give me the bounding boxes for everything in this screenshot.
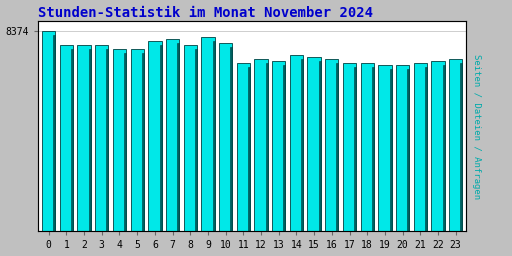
- Text: Stunden-Statistik im Monat November 2024: Stunden-Statistik im Monat November 2024: [38, 6, 373, 19]
- Bar: [166, 39, 179, 231]
- Bar: [248, 67, 250, 231]
- Bar: [89, 49, 91, 231]
- Bar: [325, 59, 338, 231]
- Bar: [230, 47, 232, 231]
- Bar: [460, 63, 462, 231]
- Bar: [372, 67, 374, 231]
- Bar: [184, 45, 197, 231]
- Bar: [336, 63, 338, 231]
- Bar: [195, 49, 197, 231]
- Bar: [53, 35, 55, 231]
- Bar: [160, 45, 161, 231]
- Bar: [212, 41, 215, 231]
- Bar: [425, 67, 427, 231]
- Bar: [71, 49, 73, 231]
- Bar: [354, 67, 356, 231]
- Bar: [148, 41, 161, 231]
- Bar: [131, 49, 144, 231]
- Bar: [219, 43, 232, 231]
- Bar: [95, 45, 109, 231]
- Bar: [106, 49, 109, 231]
- Bar: [237, 63, 250, 231]
- Bar: [431, 61, 444, 231]
- Y-axis label: Seiten / Dateien / Anfragen: Seiten / Dateien / Anfragen: [472, 54, 481, 199]
- Bar: [390, 69, 392, 231]
- Bar: [360, 63, 374, 231]
- Bar: [124, 53, 126, 231]
- Bar: [449, 59, 462, 231]
- Bar: [266, 63, 268, 231]
- Bar: [60, 45, 73, 231]
- Bar: [319, 61, 321, 231]
- Bar: [77, 45, 91, 231]
- Bar: [201, 37, 215, 231]
- Bar: [290, 55, 303, 231]
- Bar: [308, 57, 321, 231]
- Bar: [177, 43, 179, 231]
- Bar: [343, 63, 356, 231]
- Bar: [396, 65, 409, 231]
- Bar: [142, 53, 144, 231]
- Bar: [254, 59, 268, 231]
- Bar: [272, 61, 285, 231]
- Bar: [301, 59, 303, 231]
- Bar: [407, 69, 409, 231]
- Bar: [113, 49, 126, 231]
- Bar: [442, 65, 444, 231]
- Bar: [283, 65, 285, 231]
- Bar: [414, 63, 427, 231]
- Bar: [42, 31, 55, 231]
- Bar: [378, 65, 392, 231]
